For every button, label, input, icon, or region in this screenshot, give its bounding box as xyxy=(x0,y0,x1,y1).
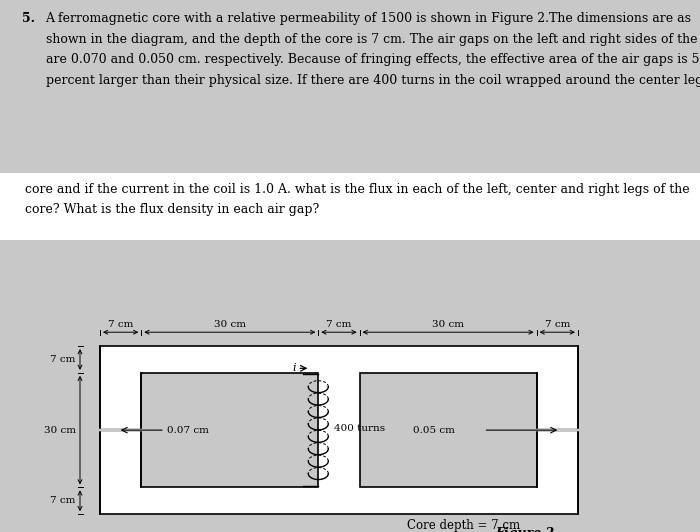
Text: 7 cm: 7 cm xyxy=(50,496,76,505)
Text: 400 turns: 400 turns xyxy=(335,423,386,433)
Text: core and if the current in the coil is 1.0 A. what is the flux in each of the le: core and if the current in the coil is 1… xyxy=(25,183,690,217)
Bar xyxy=(360,373,537,487)
Text: A ferromagnetic core with a relative permeability of 1500 is shown in Figure 2.T: A ferromagnetic core with a relative per… xyxy=(46,12,700,87)
Text: 7 cm: 7 cm xyxy=(545,320,570,329)
Bar xyxy=(0,173,700,240)
Text: 7 cm: 7 cm xyxy=(326,320,351,329)
Text: 30 cm: 30 cm xyxy=(432,320,464,329)
Bar xyxy=(100,346,578,514)
Text: 0.05 cm: 0.05 cm xyxy=(413,426,454,435)
Text: 30 cm: 30 cm xyxy=(214,320,246,329)
Text: 7 cm: 7 cm xyxy=(50,355,76,364)
Text: 0.07 cm: 0.07 cm xyxy=(167,426,209,435)
Text: Core depth = 7 cm: Core depth = 7 cm xyxy=(407,519,520,532)
Text: Figure 2: Figure 2 xyxy=(496,527,554,532)
Text: i: i xyxy=(293,363,296,373)
Bar xyxy=(141,373,318,487)
Bar xyxy=(99,428,142,432)
Text: 30 cm: 30 cm xyxy=(43,426,76,435)
Text: 7 cm: 7 cm xyxy=(108,320,133,329)
Text: 5.: 5. xyxy=(22,12,36,25)
Bar xyxy=(536,428,679,432)
